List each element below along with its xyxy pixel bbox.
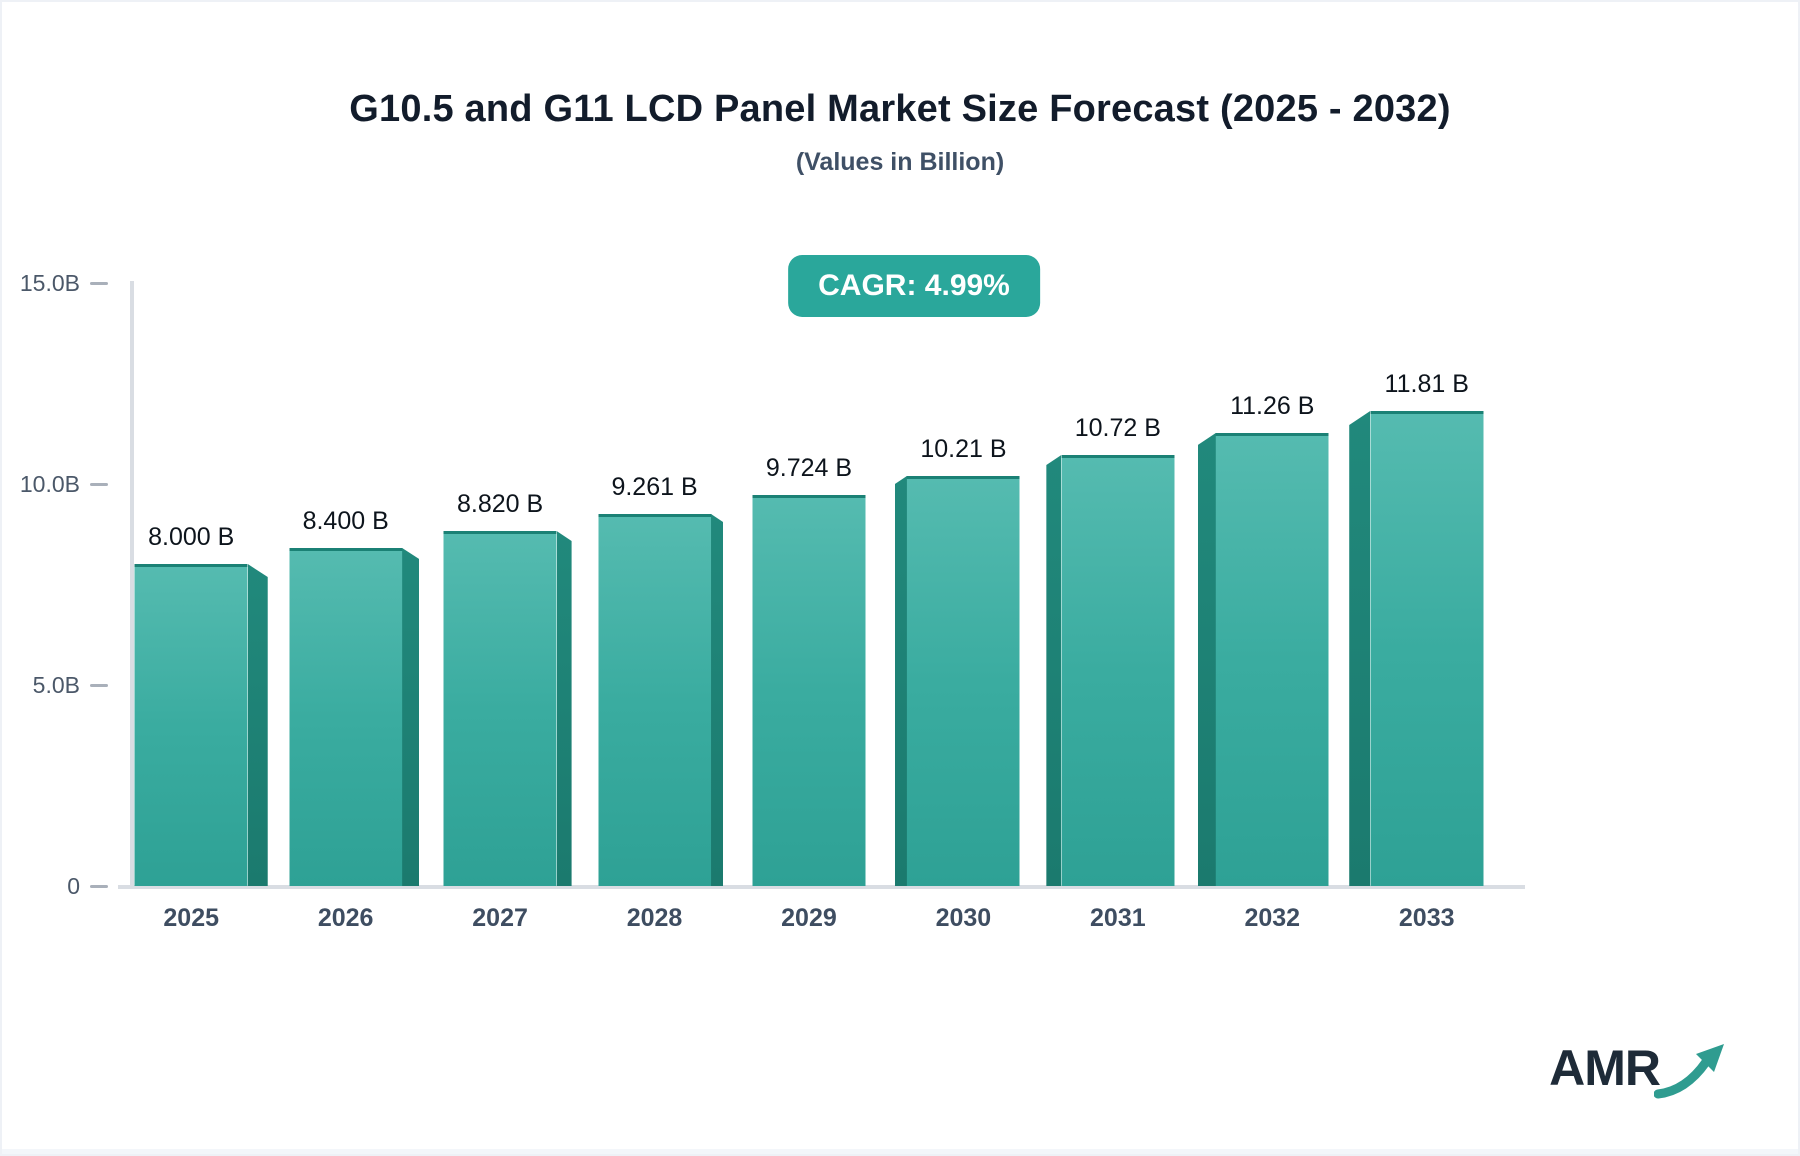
bar-value-label-2029: 9.724 B <box>765 454 853 482</box>
cagr-badge: CAGR: 4.99% <box>788 255 1040 317</box>
y-tick-dash <box>90 282 108 285</box>
amr-logo: AMR <box>1549 1040 1728 1107</box>
bar-3d-side-2028 <box>711 514 724 886</box>
x-axis-line <box>118 885 1525 889</box>
y-tick-dash <box>90 885 108 888</box>
x-tick-label-2027: 2027 <box>472 904 528 932</box>
x-tick-label-2030: 2030 <box>935 904 992 932</box>
bar-2031[interactable] <box>1061 455 1175 886</box>
x-tick-label-2029: 2029 <box>781 904 837 932</box>
y-axis-line <box>130 281 134 888</box>
bar-value-label-2026: 8.400 B <box>302 507 389 535</box>
growth-arrow-icon <box>1653 1042 1728 1107</box>
bar-2032[interactable] <box>1215 433 1329 886</box>
bar-value-label-2030: 10.21 B <box>920 435 1007 463</box>
bar-value-label-2031: 10.72 B <box>1074 414 1161 442</box>
bar-slot-2030: 10.21 B 2030 <box>886 283 1040 932</box>
y-tick-label: 10.0B <box>19 471 80 497</box>
bar-3d-side-2031 <box>1046 455 1062 886</box>
bottom-border-strip <box>2 1149 1798 1154</box>
bar-3d-side-2030 <box>894 476 907 886</box>
x-tick-label-2026: 2026 <box>317 904 374 932</box>
bar-3d-side-2027 <box>556 531 572 886</box>
bar-2030[interactable] <box>906 476 1020 886</box>
bar-3d-side-2032 <box>1197 433 1216 886</box>
bar-3d-side-2026 <box>402 548 420 886</box>
bar-value-label-2028: 9.261 B <box>611 473 698 501</box>
bar-slot-2029: 9.724 B 2029 <box>732 283 886 932</box>
bar-2025[interactable] <box>134 564 248 886</box>
bars-row: 8.000 B 2025 8.400 B 2026 8.820 B 2027 9.261 B… <box>114 283 1504 932</box>
bar-value-label-2025: 8.000 B <box>148 523 235 551</box>
y-tick-dash <box>90 483 108 486</box>
y-tick-label: 5.0B <box>32 672 80 698</box>
bar-2029[interactable] <box>752 495 866 886</box>
y-tick-label: 15.0B <box>19 270 80 296</box>
bar-slot-2031: 10.72 B 2031 <box>1041 283 1195 932</box>
x-tick-label-2032: 2032 <box>1244 904 1301 932</box>
y-tick-label: 0 <box>67 873 80 899</box>
x-tick-label-2031: 2031 <box>1090 904 1146 932</box>
y-tick-dash <box>90 684 108 687</box>
x-tick-label-2025: 2025 <box>163 904 220 932</box>
bar-2033[interactable] <box>1370 411 1484 886</box>
bar-3d-side-2025 <box>247 564 268 886</box>
chart-subtitle: (Values in Billion) <box>795 148 1005 176</box>
bar-value-label-2033: 11.81 B <box>1384 370 1469 398</box>
bar-slot-2025: 8.000 B 2025 <box>114 283 268 932</box>
bar-value-label-2032: 11.26 B <box>1230 392 1315 420</box>
bar-slot-2028: 9.261 B 2028 <box>577 283 731 932</box>
amr-logo-text: AMR <box>1549 1040 1661 1096</box>
bar-slot-2026: 8.400 B 2026 <box>268 283 422 932</box>
bar-2027[interactable] <box>443 531 557 886</box>
bar-slot-2027: 8.820 B 2027 <box>423 283 577 932</box>
bar-slot-2032: 11.26 B 2032 <box>1195 283 1349 932</box>
bar-2028[interactable] <box>598 514 712 886</box>
x-tick-label-2028: 2028 <box>626 904 683 932</box>
bar-value-label-2027: 8.820 B <box>457 490 544 518</box>
x-tick-label-2033: 2033 <box>1398 904 1455 932</box>
bar-3d-side-2033 <box>1349 411 1371 886</box>
chart-title: G10.5 and G11 LCD Panel Market Size Fore… <box>349 88 1451 130</box>
bar-slot-2033: 11.81 B 2033 <box>1349 283 1504 932</box>
bar-2026[interactable] <box>289 548 403 886</box>
